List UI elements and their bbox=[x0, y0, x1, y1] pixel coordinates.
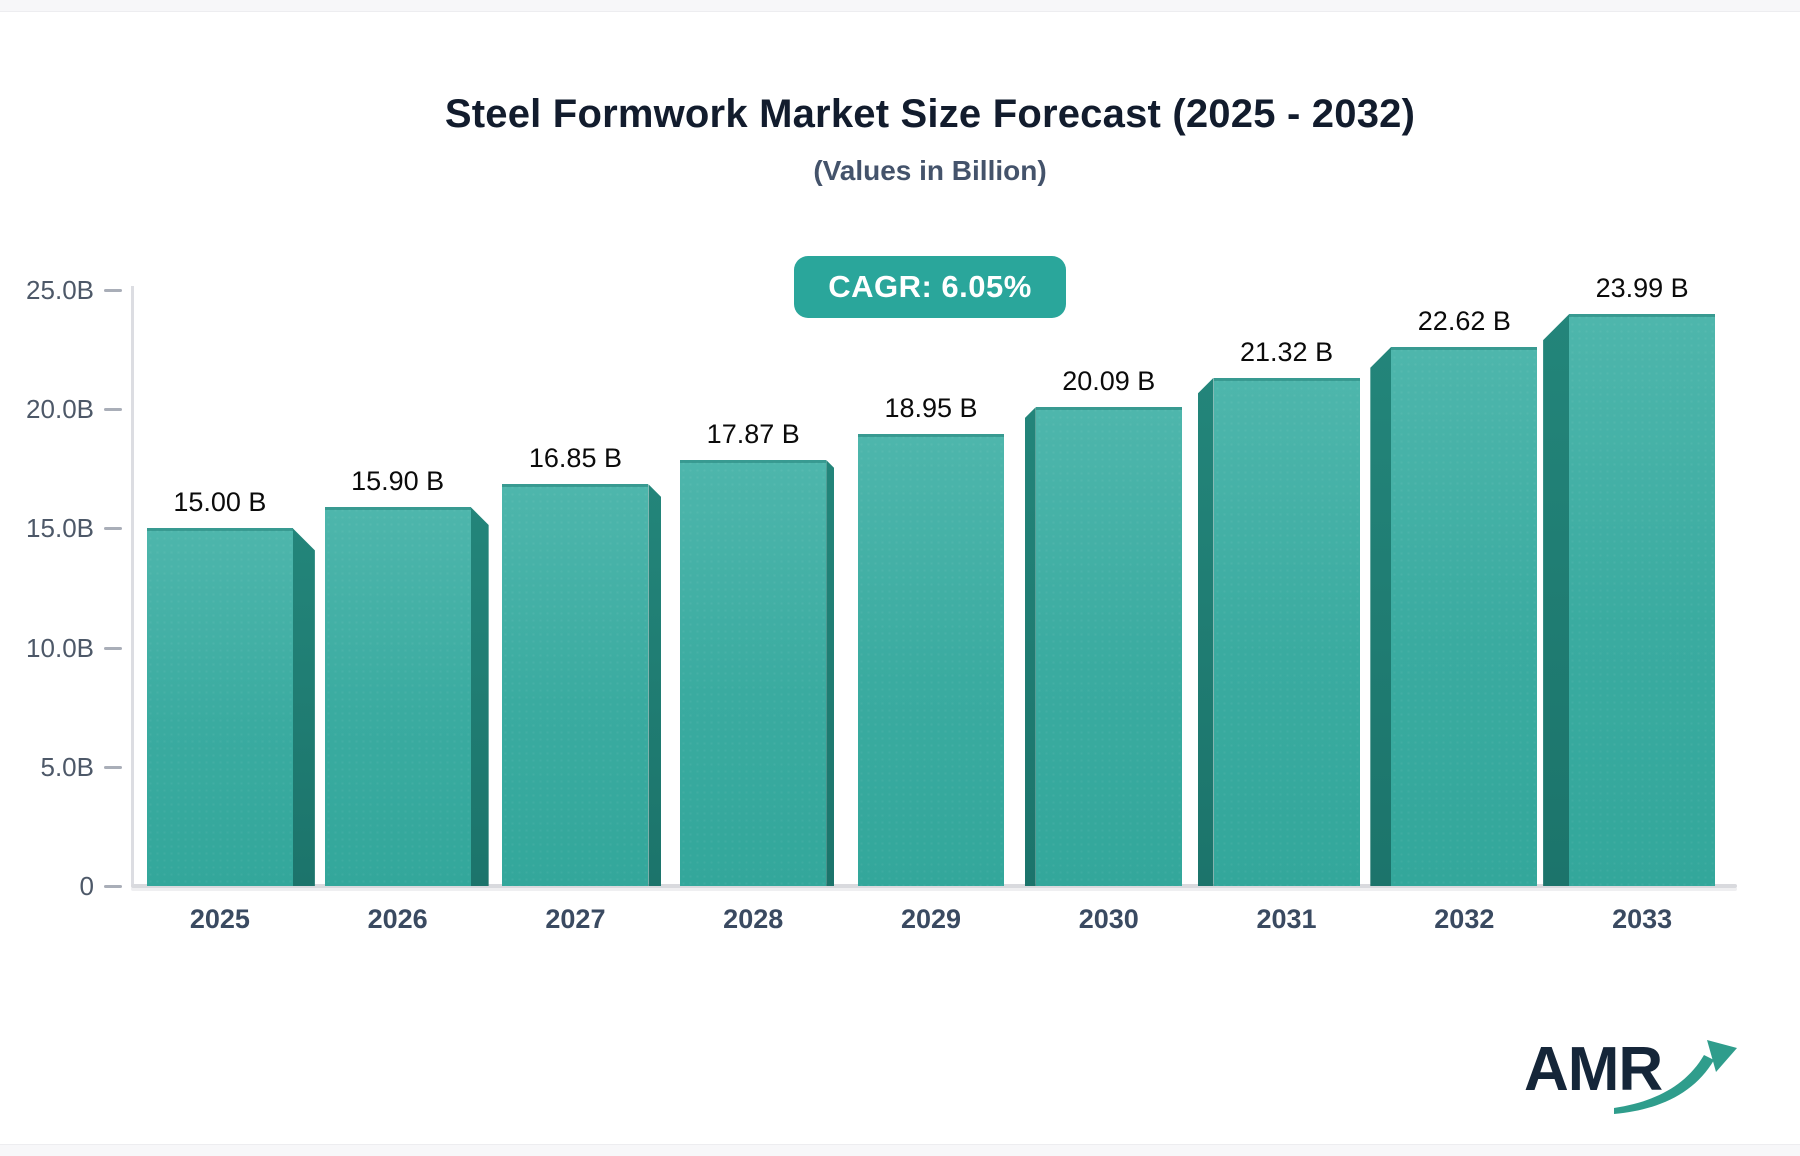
bar-value-label: 17.87 B bbox=[706, 418, 800, 449]
bar-group-2028: 17.87 B bbox=[664, 290, 842, 886]
growth-arrow-icon bbox=[1614, 1040, 1737, 1114]
x-tick-label-2028: 2028 bbox=[723, 904, 784, 934]
x-tick-label-2033: 2033 bbox=[1612, 904, 1673, 934]
bar-2026[interactable] bbox=[324, 506, 471, 886]
bar-2028[interactable] bbox=[680, 459, 827, 886]
y-tick-mark bbox=[104, 527, 122, 531]
bar-side-face bbox=[826, 459, 835, 886]
bar-2031[interactable] bbox=[1213, 377, 1360, 886]
amr-logo: AMR bbox=[1524, 1028, 1737, 1114]
bar-side-face bbox=[1197, 377, 1214, 886]
cagr-badge-wrap: CAGR: 6.05% bbox=[130, 256, 1730, 318]
bar-side-face bbox=[292, 528, 315, 886]
y-tick-mark bbox=[104, 289, 122, 292]
bar-side-face bbox=[1370, 346, 1392, 886]
x-tick-label-2025: 2025 bbox=[189, 904, 250, 934]
bar-side-face bbox=[1543, 314, 1570, 886]
x-tick-label-2029: 2029 bbox=[900, 904, 962, 934]
y-tick-mark bbox=[104, 885, 122, 888]
bar-group-2033: 23.99 B bbox=[1543, 273, 1731, 886]
bar-value-label: 23.99 B bbox=[1595, 273, 1689, 304]
bar-value-label: 15.00 B bbox=[173, 487, 267, 518]
bar-group-2032: 22.62 B bbox=[1370, 290, 1553, 886]
bar-value-label: 21.32 B bbox=[1240, 336, 1334, 367]
amr-logo-text: AMR bbox=[1524, 1035, 1663, 1104]
x-tick-label-2027: 2027 bbox=[545, 904, 606, 934]
x-tick-label-2026: 2026 bbox=[367, 904, 428, 934]
bar-2033[interactable] bbox=[1569, 314, 1716, 886]
bar-value-label: 22.62 B bbox=[1417, 305, 1511, 336]
bar-group-2031: 21.32 B bbox=[1197, 290, 1376, 886]
bar-2032[interactable] bbox=[1391, 346, 1538, 886]
y-tick-label: 15.0B bbox=[26, 513, 94, 544]
plot-area: 15.00 B 15.90 B 16.85 B 17.87 B 18.95 B 20.09… bbox=[131, 273, 1731, 886]
x-axis-line bbox=[131, 884, 1737, 888]
y-tick-mark bbox=[104, 646, 122, 650]
bar-value-label: 20.09 B bbox=[1062, 366, 1156, 397]
y-tick-label: 25.0B bbox=[26, 275, 94, 305]
x-tick-label-2032: 2032 bbox=[1434, 904, 1495, 934]
bar-value-label: 16.85 B bbox=[528, 443, 622, 474]
chart-title: Steel Formwork Market Size Forecast (202… bbox=[444, 92, 1416, 136]
bar-side-face bbox=[470, 506, 489, 886]
top-edge-strip bbox=[0, 0, 1800, 12]
bar-group-2027: 16.85 B bbox=[487, 290, 665, 886]
bottom-edge-strip bbox=[0, 1144, 1800, 1156]
bar-2025[interactable] bbox=[146, 528, 293, 886]
bar-side-face bbox=[1024, 407, 1036, 886]
chart-header: Steel Formwork Market Size Forecast (202… bbox=[130, 92, 1730, 187]
bar-2030[interactable] bbox=[1035, 407, 1182, 886]
y-tick-label: 10.0B bbox=[26, 632, 94, 663]
bar-2027[interactable] bbox=[502, 484, 649, 886]
x-tick-label-2030: 2030 bbox=[1078, 904, 1139, 934]
y-tick-label: 20.0B bbox=[26, 394, 94, 425]
y-tick-mark bbox=[104, 408, 122, 412]
bar-value-label: 18.95 B bbox=[884, 393, 978, 424]
cagr-badge: CAGR: 6.05% bbox=[794, 256, 1066, 318]
bar-group-2026: 15.90 B bbox=[309, 290, 489, 886]
y-tick-label: 5.0B bbox=[40, 751, 95, 782]
y-axis-line bbox=[131, 286, 134, 886]
y-tick-label: 0 bbox=[79, 871, 94, 901]
bar-group-2029: 18.95 B bbox=[842, 290, 1020, 886]
chart-subtitle: (Values in Billion) bbox=[813, 155, 1047, 186]
y-tick-mark bbox=[104, 765, 122, 769]
bar-group-2030: 20.09 B bbox=[1020, 290, 1198, 886]
bar-value-label: 15.90 B bbox=[351, 465, 445, 496]
bar-side-face bbox=[648, 484, 662, 886]
bar-group-2025: 15.00 B bbox=[131, 290, 315, 886]
x-tick-label-2031: 2031 bbox=[1256, 904, 1317, 934]
bar-2029[interactable] bbox=[857, 434, 1004, 886]
